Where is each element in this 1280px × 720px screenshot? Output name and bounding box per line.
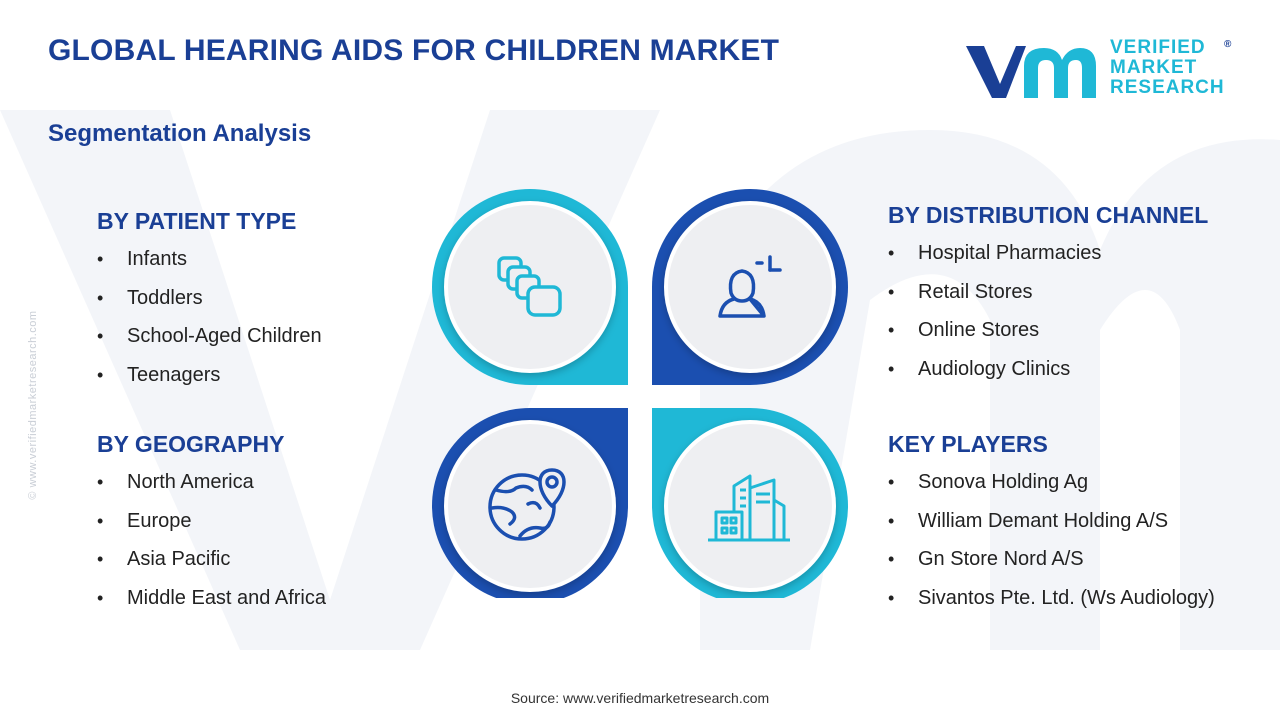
icon-circle-top-right bbox=[664, 201, 836, 373]
quadrant-bottom-right bbox=[652, 408, 848, 598]
segment-list: Infants Toddlers School-Aged Children Te… bbox=[97, 247, 322, 401]
segment-heading: KEY PLAYERS bbox=[888, 431, 1048, 457]
person-target-icon bbox=[718, 255, 782, 318]
segment-heading: BY GEOGRAPHY bbox=[97, 431, 285, 457]
list-item: Online Stores bbox=[888, 318, 1208, 357]
list-item: Middle East and Africa bbox=[97, 586, 326, 625]
side-watermark-url: © www.verifiedmarketresearch.com bbox=[27, 310, 39, 500]
logo-registered-mark: ® bbox=[1224, 39, 1232, 50]
list-item: North America bbox=[97, 470, 326, 509]
vmr-logo: VERIFIED MARKET RESEARCH ® bbox=[962, 36, 1242, 106]
list-item: Hospital Pharmacies bbox=[888, 241, 1208, 280]
list-item: Asia Pacific bbox=[97, 547, 326, 586]
segment-heading: BY PATIENT TYPE bbox=[97, 208, 297, 234]
list-item: Sivantos Pte. Ltd. (Ws Audiology) bbox=[888, 586, 1215, 625]
segment-patient-type: BY PATIENT TYPE Infants Toddlers School-… bbox=[97, 208, 322, 401]
segment-key-players: KEY PLAYERS Sonova Holding Ag William De… bbox=[888, 431, 1215, 624]
list-item: William Demant Holding A/S bbox=[888, 509, 1215, 548]
list-item: Europe bbox=[97, 509, 326, 548]
city-buildings-icon bbox=[708, 474, 790, 542]
list-item: Sonova Holding Ag bbox=[888, 470, 1215, 509]
vmr-logo-mark bbox=[966, 46, 1096, 98]
segment-geography: BY GEOGRAPHY North America Europe Asia P… bbox=[97, 431, 326, 624]
segmentation-quadrant-graphic bbox=[432, 189, 848, 598]
logo-line-verified: VERIFIED bbox=[1110, 37, 1206, 58]
list-item: Gn Store Nord A/S bbox=[888, 547, 1215, 586]
quadrant-bottom-left bbox=[432, 408, 628, 598]
list-item: Teenagers bbox=[97, 363, 322, 402]
logo-line-market: MARKET bbox=[1110, 57, 1198, 78]
icon-circle-bottom-left bbox=[444, 420, 616, 592]
stacked-layers-icon bbox=[497, 256, 562, 317]
segment-distribution-channel: BY DISTRIBUTION CHANNEL Hospital Pharmac… bbox=[888, 202, 1208, 395]
page-title: GLOBAL HEARING AIDS FOR CHILDREN MARKET bbox=[48, 34, 780, 67]
list-item: Retail Stores bbox=[888, 280, 1208, 319]
globe-location-icon bbox=[488, 468, 566, 541]
segment-list: Sonova Holding Ag William Demant Holding… bbox=[888, 470, 1215, 624]
segment-list: North America Europe Asia Pacific Middle… bbox=[97, 470, 326, 624]
logo-line-research: RESEARCH bbox=[1110, 77, 1225, 98]
list-item: Toddlers bbox=[97, 286, 322, 325]
list-item: Audiology Clinics bbox=[888, 357, 1208, 396]
source-footer: Source: www.verifiedmarketresearch.com bbox=[510, 690, 770, 706]
segment-list: Hospital Pharmacies Retail Stores Online… bbox=[888, 241, 1208, 395]
quadrant-top-left bbox=[432, 189, 628, 385]
vmr-logo-text: VERIFIED MARKET RESEARCH ® bbox=[1110, 37, 1231, 98]
list-item: School-Aged Children bbox=[97, 324, 322, 363]
quadrant-top-right bbox=[652, 189, 848, 385]
segment-heading: BY DISTRIBUTION CHANNEL bbox=[888, 202, 1209, 228]
list-item: Infants bbox=[97, 247, 322, 286]
page-subtitle: Segmentation Analysis bbox=[48, 120, 312, 147]
